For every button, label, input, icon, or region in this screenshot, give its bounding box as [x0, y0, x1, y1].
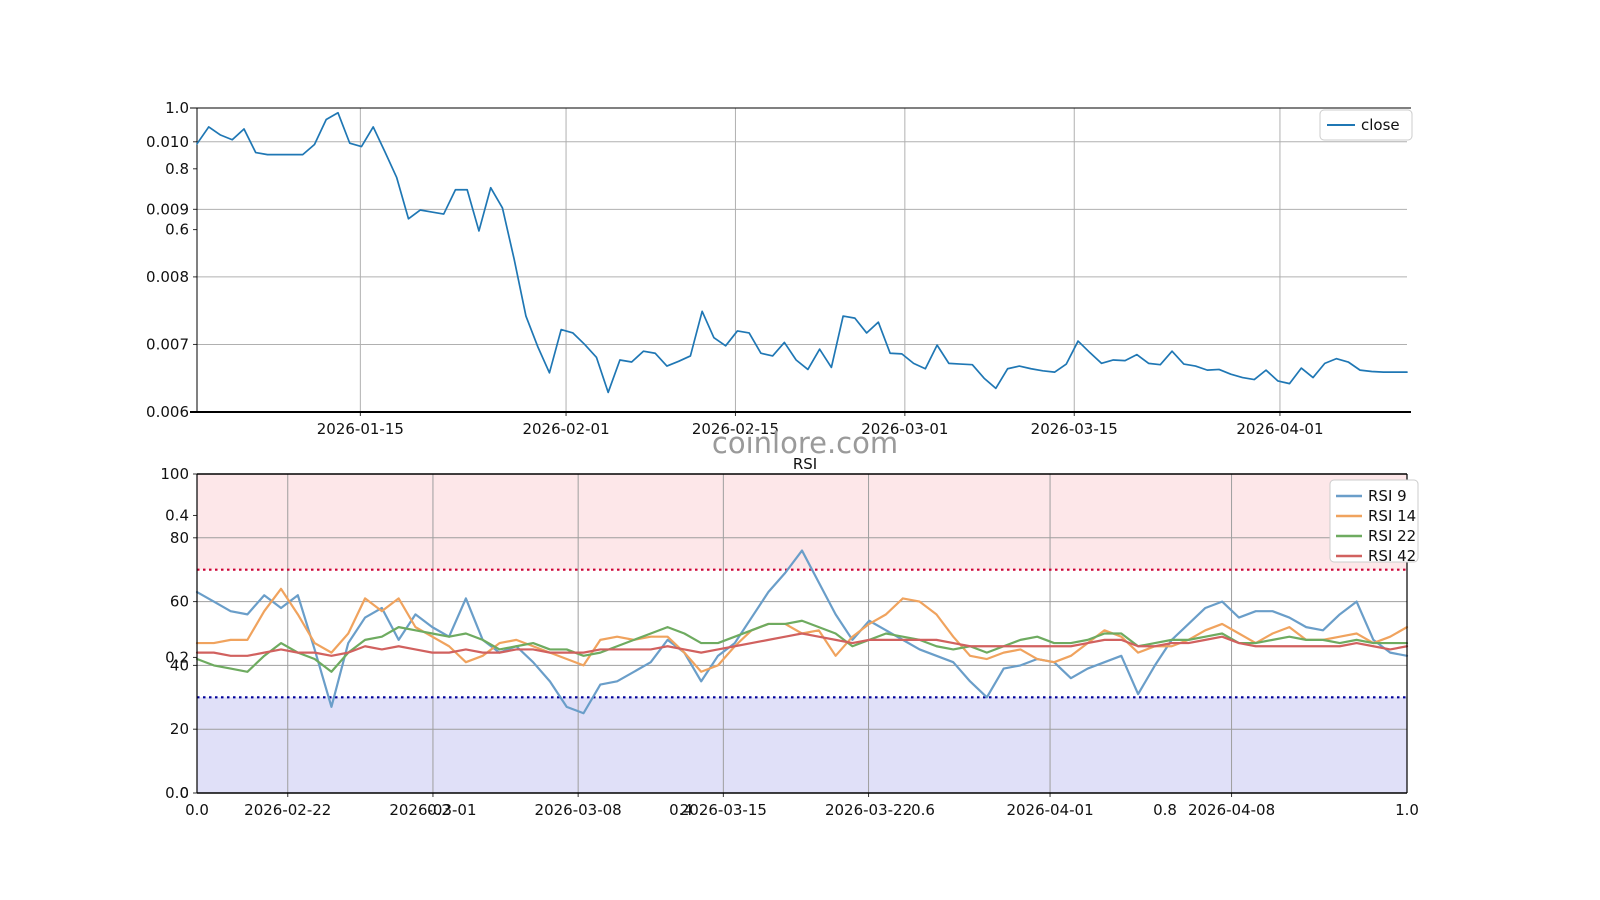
rsi-xtick-label: 2026-03-15 [680, 801, 767, 819]
rsi-xtick-norm-label: 0.4 [669, 801, 693, 819]
rsi-xtick-label: 2026-04-01 [1006, 801, 1093, 819]
rsi-legend-label-rsi-9: RSI 9 [1368, 487, 1407, 505]
rsi-ytick-label: 0 [179, 784, 189, 802]
price-legend[interactable]: close [1319, 109, 1413, 141]
price-line-close [196, 111, 1408, 394]
price-xtick-label: 2026-04-01 [1236, 420, 1323, 438]
price-xtick-label: 2026-03-15 [1031, 420, 1118, 438]
price-ytick-label: 0.010 [146, 133, 189, 151]
rsi-band-overbought [197, 474, 1407, 570]
rsi-panel: 0 20 40 60 80 100 0.4 0.2 0.0 2026-02-22 2026-03-0… [160, 465, 1419, 819]
price-ytick-norm-label: 0.6 [165, 221, 189, 239]
price-legend-box [1319, 109, 1413, 141]
rsi-line-rsi-22 [195, 619, 1409, 673]
rsi-xtick-norm-label: 0.2 [427, 801, 451, 819]
price-xtick-label: 2026-03-01 [861, 420, 948, 438]
rsi-band-oversold [197, 697, 1407, 793]
rsi-legend-label-rsi-22: RSI 22 [1368, 527, 1416, 545]
watermark-coinlore: coinlore.com [712, 426, 898, 460]
price-plot-background [197, 108, 1407, 412]
rsi-ytick-norm-label: 0.0 [165, 784, 189, 802]
rsi-xtick-norm-label: 0.0 [185, 801, 209, 819]
price-xtick-label: 2026-02-01 [522, 420, 609, 438]
rsi-xtick-label: 2026-03-08 [535, 801, 622, 819]
rsi-ytick-label: 80 [170, 529, 189, 547]
price-ytick-label: 0.007 [146, 335, 189, 353]
rsi-legend-label-rsi-14: RSI 14 [1368, 507, 1416, 525]
rsi-xtick-label: 2026-02-22 [244, 801, 331, 819]
price-ytick-norm-label: 0.8 [165, 160, 189, 178]
rsi-ytick-norm-label: 0.2 [165, 648, 189, 666]
price-xtick-label: 2026-02-15 [692, 420, 779, 438]
rsi-panel-title: RSI [793, 455, 817, 473]
rsi-xtick-norm-label: 0.6 [911, 801, 935, 819]
price-xtick-label: 2026-01-15 [317, 420, 404, 438]
rsi-line-rsi-9 [195, 549, 1409, 715]
rsi-ytick-label: 40 [170, 656, 189, 674]
rsi-xtick-norm-label: 0.8 [1153, 801, 1177, 819]
rsi-ytick-label: 100 [160, 465, 189, 483]
price-panel: 0.010 0.009 0.008 0.007 0.006 1.0 0.8 0.6 2026-0… [146, 99, 1413, 438]
price-ytick-label: 0.006 [146, 403, 189, 421]
price-legend-label-close: close [1361, 116, 1400, 134]
rsi-xtick-label: 2026-03-01 [389, 801, 476, 819]
rsi-ytick-label: 60 [170, 593, 189, 611]
rsi-ytick-label: 20 [170, 720, 189, 738]
rsi-line-rsi-42 [195, 632, 1409, 657]
price-ytick-label: 0.008 [146, 268, 189, 286]
rsi-xtick-label: 2026-04-08 [1188, 801, 1275, 819]
rsi-xtick-norm-label: 1.0 [1395, 801, 1419, 819]
rsi-xtick-label: 2026-03-22 [825, 801, 912, 819]
rsi-legend-label-rsi-42: RSI 42 [1368, 547, 1416, 565]
price-ytick-norm-label: 1.0 [165, 99, 189, 117]
rsi-legend-box [1329, 479, 1419, 563]
rsi-ytick-norm-label: 0.4 [165, 506, 189, 524]
price-ytick-label: 0.009 [146, 200, 189, 218]
rsi-legend[interactable]: RSI 9 RSI 14 RSI 22 RSI 42 [1329, 479, 1419, 565]
